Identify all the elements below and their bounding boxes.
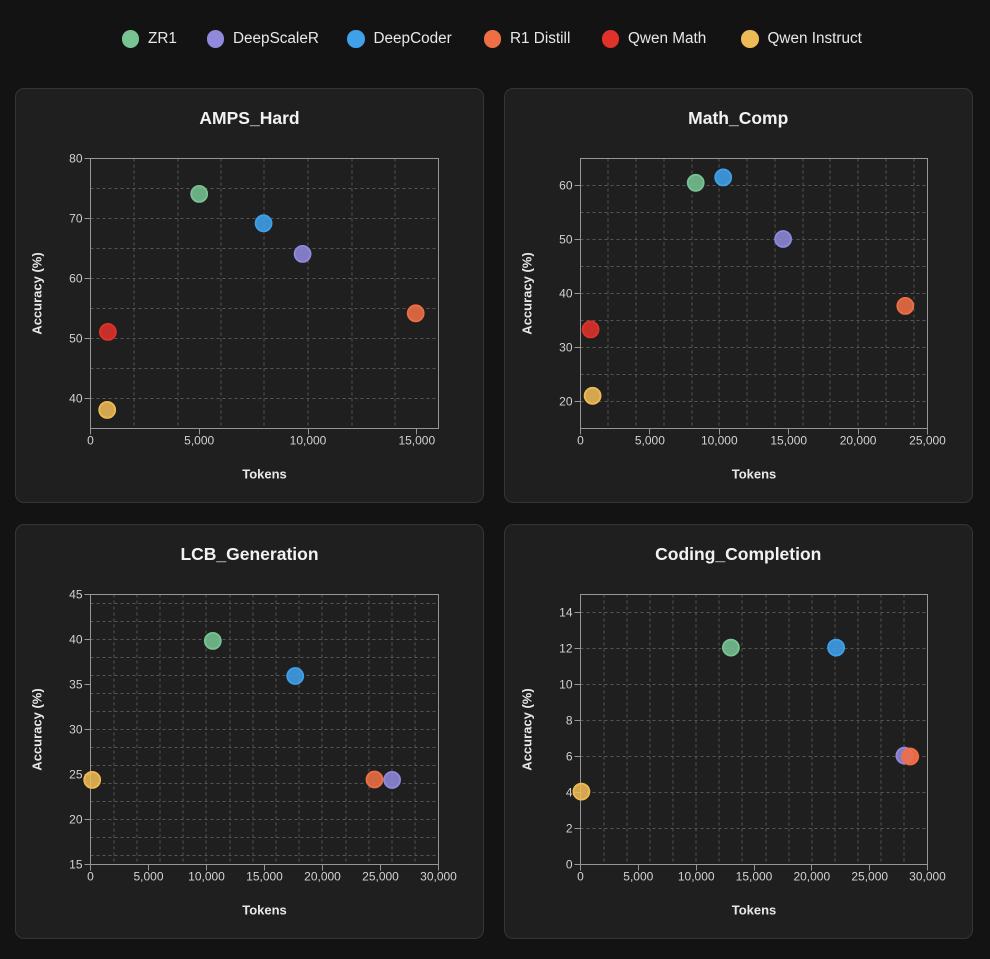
svg-text:45: 45 (69, 587, 83, 601)
svg-text:20: 20 (69, 812, 83, 826)
svg-text:25: 25 (69, 767, 83, 781)
svg-text:70: 70 (69, 211, 83, 225)
svg-text:0: 0 (87, 434, 94, 448)
svg-text:35: 35 (69, 677, 83, 691)
svg-text:5,000: 5,000 (133, 870, 163, 884)
svg-text:15: 15 (69, 857, 83, 871)
svg-text:2: 2 (566, 821, 573, 835)
svg-text:25,000: 25,000 (851, 870, 888, 884)
svg-text:Accuracy (%): Accuracy (%) (520, 688, 535, 770)
svg-text:10,000: 10,000 (701, 434, 738, 448)
svg-text:50: 50 (69, 331, 83, 345)
svg-text:40: 40 (69, 632, 83, 646)
svg-text:Tokens: Tokens (242, 903, 287, 918)
svg-text:8: 8 (566, 713, 573, 727)
svg-text:6: 6 (566, 749, 573, 763)
svg-text:15,000: 15,000 (398, 434, 435, 448)
svg-text:Tokens: Tokens (732, 467, 777, 482)
svg-text:4: 4 (566, 785, 573, 799)
svg-text:20: 20 (559, 394, 573, 408)
svg-text:10,000: 10,000 (290, 434, 327, 448)
svg-text:Accuracy (%): Accuracy (%) (30, 252, 45, 334)
svg-text:Accuracy (%): Accuracy (%) (520, 252, 535, 334)
svg-text:80: 80 (69, 151, 83, 165)
svg-text:15,000: 15,000 (770, 434, 807, 448)
svg-text:Accuracy (%): Accuracy (%) (30, 688, 45, 770)
svg-text:30: 30 (69, 722, 83, 736)
svg-text:20,000: 20,000 (304, 870, 341, 884)
svg-text:Tokens: Tokens (242, 467, 287, 482)
svg-text:14: 14 (559, 605, 573, 619)
svg-text:15,000: 15,000 (736, 870, 773, 884)
svg-text:50: 50 (559, 232, 573, 246)
svg-text:Tokens: Tokens (732, 903, 777, 918)
svg-text:10,000: 10,000 (188, 870, 225, 884)
svg-text:25,000: 25,000 (909, 434, 946, 448)
svg-text:0: 0 (577, 434, 584, 448)
svg-text:5,000: 5,000 (623, 870, 653, 884)
svg-text:0: 0 (577, 870, 584, 884)
svg-text:10,000: 10,000 (678, 870, 715, 884)
svg-text:30,000: 30,000 (420, 870, 457, 884)
svg-text:5,000: 5,000 (184, 434, 214, 448)
svg-text:20,000: 20,000 (840, 434, 877, 448)
svg-text:0: 0 (566, 857, 573, 871)
svg-text:60: 60 (559, 178, 573, 192)
svg-text:60: 60 (69, 271, 83, 285)
svg-text:0: 0 (87, 870, 94, 884)
svg-text:5,000: 5,000 (635, 434, 665, 448)
svg-text:12: 12 (559, 641, 573, 655)
svg-text:30: 30 (559, 340, 573, 354)
svg-text:30,000: 30,000 (909, 870, 946, 884)
svg-text:15,000: 15,000 (246, 870, 283, 884)
svg-text:40: 40 (559, 286, 573, 300)
svg-text:25,000: 25,000 (362, 870, 399, 884)
svg-text:40: 40 (69, 391, 83, 405)
svg-text:20,000: 20,000 (793, 870, 830, 884)
svg-text:10: 10 (559, 677, 573, 691)
